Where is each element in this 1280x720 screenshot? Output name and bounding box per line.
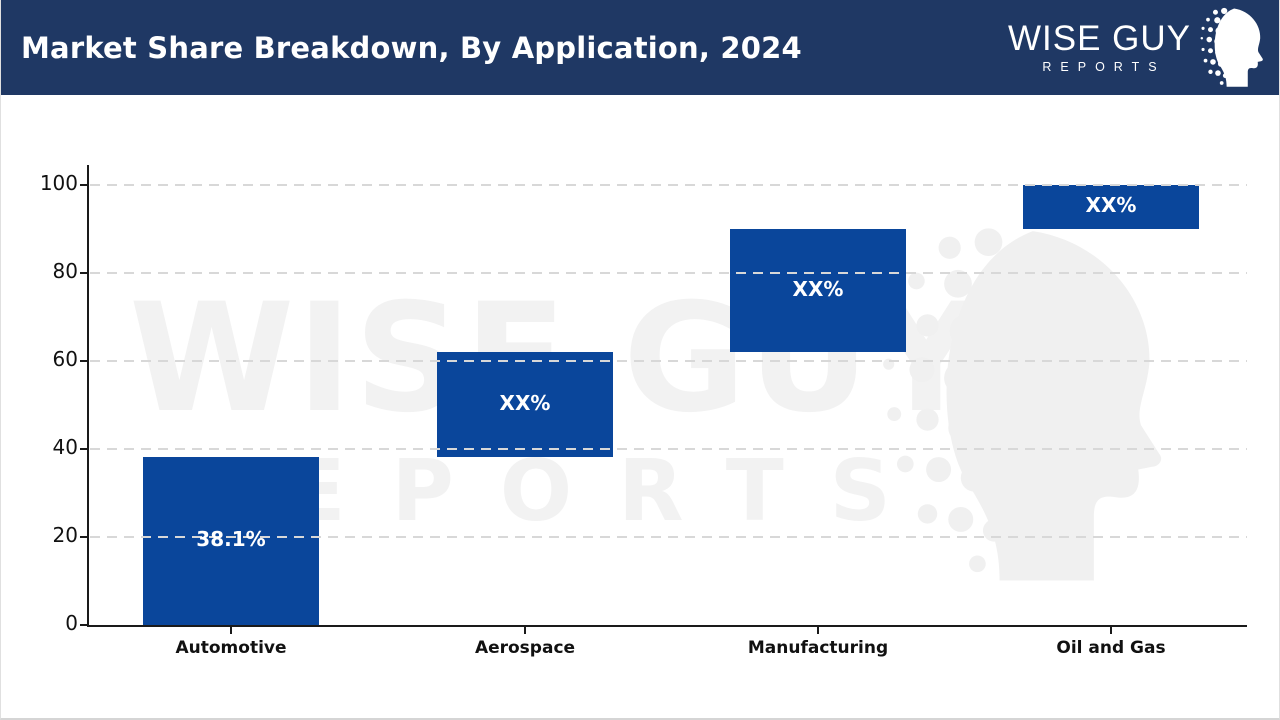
y-tick-label: 20 [52,523,78,547]
y-tick-label: 40 [52,435,78,459]
x-tick-mark [230,627,232,634]
x-tick-mark [524,627,526,634]
bar-value-label: 38.1% [196,527,266,552]
bar-value-label: XX% [1085,193,1137,217]
waterfall-bar-manufacturing [730,229,906,353]
y-tick-mark [80,624,87,626]
y-tick-mark [80,536,87,538]
waterfall-bar-oil-and-gas [1023,185,1199,229]
waterfall-bar-aerospace [437,352,613,458]
gridline [90,448,1247,450]
gridline [90,184,1247,186]
gridline [90,536,1247,538]
y-axis-line [87,165,89,627]
watermark-head-icon [883,228,1162,581]
page-title: Market Share Breakdown, By Application, … [21,30,802,65]
x-tick-mark [817,627,819,634]
x-category-label: Manufacturing [747,638,889,658]
y-tick-label: 60 [52,347,78,371]
gridline [90,272,1247,274]
brand-logo: WISE GUY REPORTS [1008,6,1267,88]
y-tick-label: 0 [65,611,78,635]
y-tick-mark [80,360,87,362]
brand-subname: REPORTS [1042,59,1166,74]
x-axis-line [87,625,1247,627]
brand-name: WISE GUY [1007,19,1191,59]
x-category-label: Oil and Gas [1056,638,1166,658]
brand-wordmark: WISE GUY REPORTS [1008,20,1191,74]
y-tick-mark [80,448,87,450]
brand-head-icon [1200,7,1263,87]
y-tick-mark [80,184,87,186]
y-tick-mark [80,272,87,274]
header: Market Share Breakdown, By Application, … [1,0,1279,95]
waterfall-bar-automotive [143,457,319,625]
x-category-label: Aerospace [474,638,576,658]
y-tick-label: 80 [52,259,78,283]
gridline [90,360,1247,362]
x-tick-mark [1110,627,1112,634]
bar-value-label: XX% [792,276,844,301]
y-tick-label: 100 [39,171,78,195]
bar-value-label: XX% [499,390,551,415]
x-category-label: Automotive [175,638,287,658]
